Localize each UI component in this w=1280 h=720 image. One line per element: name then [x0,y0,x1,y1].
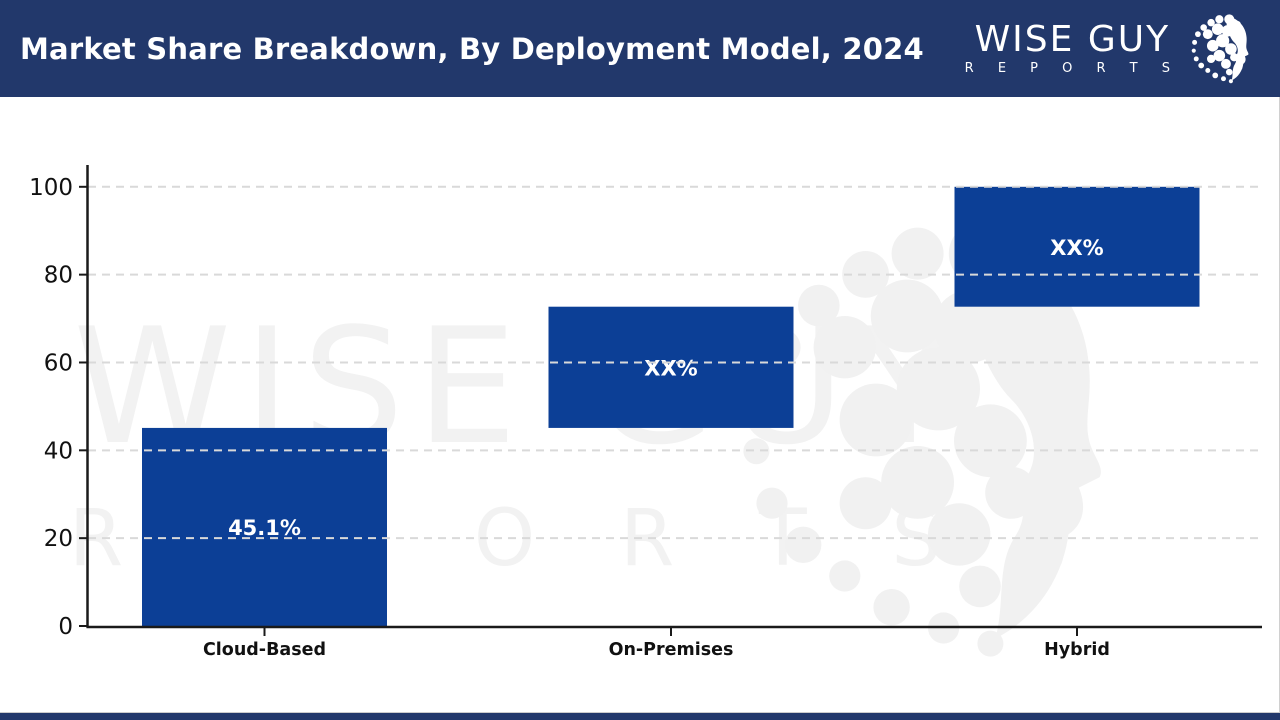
footer-bar [0,713,1280,720]
y-tick-label-20: 20 [44,526,73,552]
bar-hybrid [954,186,1200,307]
x-category-label-on-premises: On-Premises [609,640,734,660]
footer-divider [0,712,1280,713]
bar-on-premises [548,306,794,428]
dotted-face-profile-icon [1191,13,1249,83]
chart-area: WISE GUY R E P O R T S 45.1% XX% XX% 0 20 40 60 8… [0,97,1280,713]
x-category-label-hybrid: Hybrid [1044,640,1110,660]
y-tick-label-40: 40 [44,438,73,464]
logo-wordmark: WISE GUY [974,19,1171,60]
y-tick-label-60: 60 [44,350,73,376]
bar-cloud-based [142,427,387,626]
bar-label-hybrid: XX% [1050,236,1103,260]
x-category-label-cloud-based: Cloud-Based [203,640,326,660]
y-tick-label-100: 100 [29,175,73,201]
header-banner: Market Share Breakdown, By Deployment Mo… [0,0,1280,97]
logo-text: WISE GUY R E P O R T S [964,19,1180,76]
y-tick-label-0: 0 [58,614,73,640]
bar-label-on-premises: XX% [644,356,697,380]
bar-label-cloud-based: 45.1% [228,516,301,540]
logo-subtitle: R E P O R T S [964,61,1180,76]
wise-guy-reports-logo: WISE GUY R E P O R T S [965,11,1254,87]
y-tick-label-80: 80 [44,263,73,289]
page-title: Market Share Breakdown, By Deployment Mo… [20,31,924,66]
